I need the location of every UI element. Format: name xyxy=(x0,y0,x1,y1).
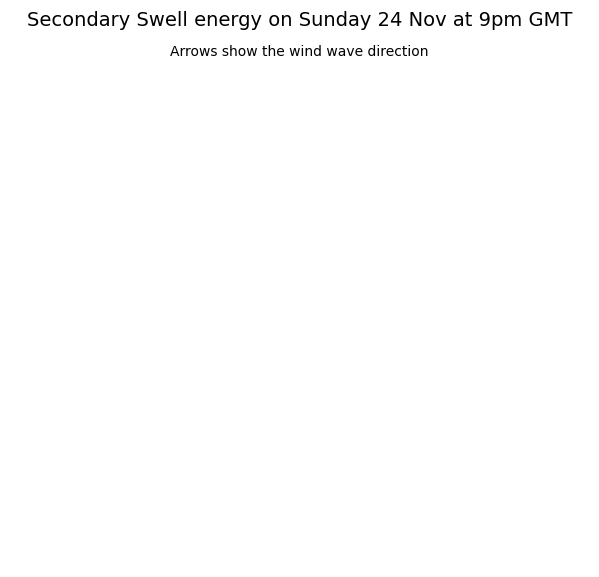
Text: Secondary Swell energy on Sunday 24 Nov at 9pm GMT: Secondary Swell energy on Sunday 24 Nov … xyxy=(27,12,572,30)
Text: Map data requires cartopy: Map data requires cartopy xyxy=(207,316,392,330)
Text: Arrows show the wind wave direction: Arrows show the wind wave direction xyxy=(170,45,429,59)
